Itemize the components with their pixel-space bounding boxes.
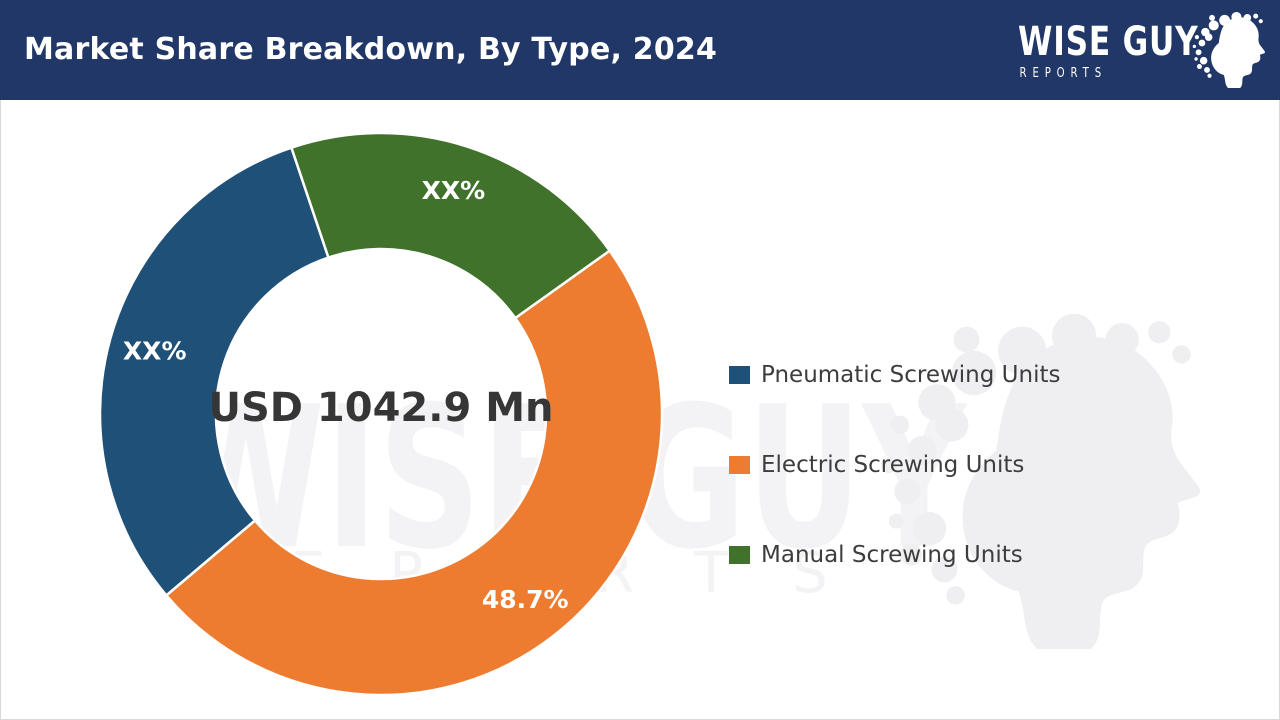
chart-center-value: USD 1042.9 Mn — [208, 385, 554, 431]
legend-item-pneumatic: Pneumatic Screwing Units — [729, 361, 1060, 389]
legend-label: Pneumatic Screwing Units — [761, 362, 1061, 388]
legend-label: Electric Screwing Units — [761, 452, 1025, 478]
legend-swatch-pneumatic — [729, 366, 750, 384]
brand-logo: WISE GUY REPORTS — [1018, 6, 1270, 94]
segment-label: 48.7% — [482, 585, 569, 614]
pie-segment-manual-screwing-units — [289, 131, 612, 320]
chart-legend: Pneumatic Screwing Units Electric Screwi… — [729, 361, 1060, 631]
legend-item-electric: Electric Screwing Units — [729, 451, 1060, 479]
pie-segment-electric-screwing-units — [164, 248, 664, 697]
chart-canvas: WISE GUY REPORTS XX%48.7%XX% USD 1042.9 … — [0, 100, 1280, 720]
brand-logo-text: WISE GUY REPORTS — [1018, 22, 1198, 81]
legend-item-manual: Manual Screwing Units — [729, 541, 1060, 569]
segment-label: XX% — [123, 336, 187, 365]
pie-segment-pneumatic-screwing-units — [98, 146, 330, 598]
header-bar: Market Share Breakdown, By Type, 2024 WI… — [0, 0, 1280, 100]
legend-label: Manual Screwing Units — [761, 542, 1023, 568]
donut-chart: XX% 48.7% XX% — [98, 131, 664, 697]
segment-label: XX% — [422, 176, 486, 205]
brand-name: WISE GUY — [1018, 19, 1199, 65]
legend-swatch-manual — [729, 546, 750, 564]
brand-subtitle: REPORTS — [1019, 66, 1108, 81]
legend-swatch-electric — [729, 456, 750, 474]
page-title: Market Share Breakdown, By Type, 2024 — [24, 31, 718, 67]
brand-face-icon — [1186, 11, 1270, 91]
